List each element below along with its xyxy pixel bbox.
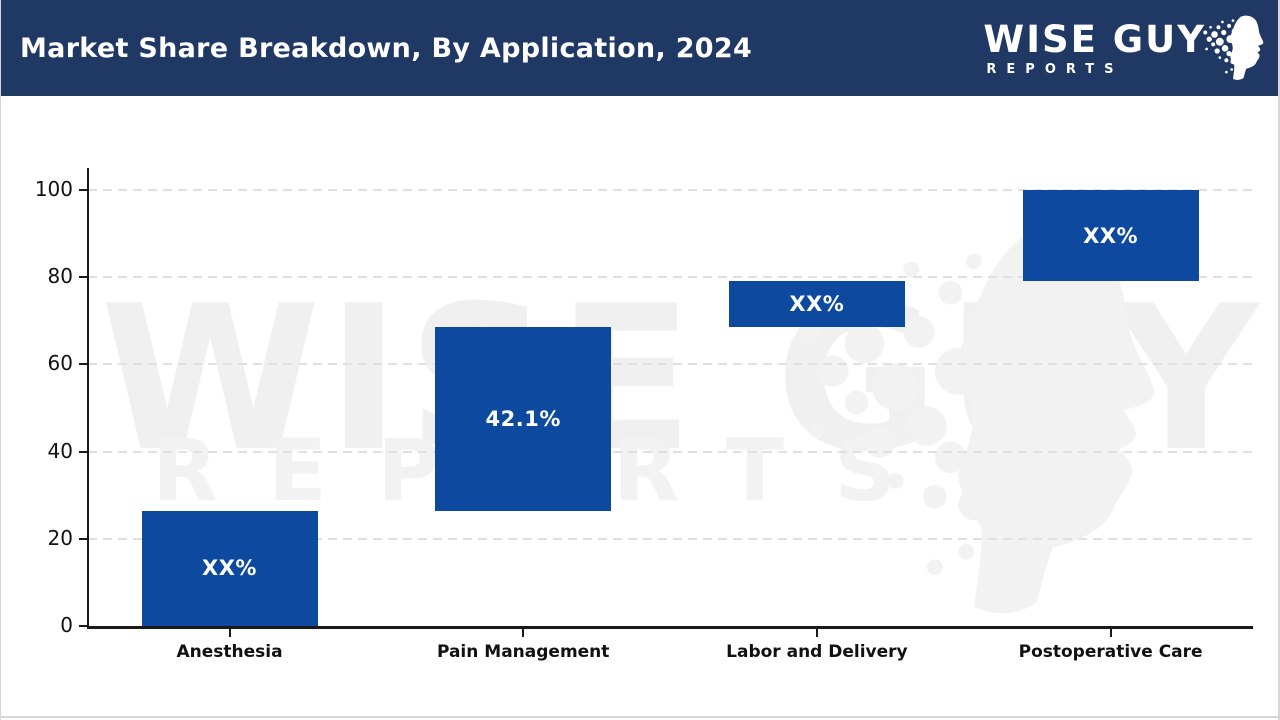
gridline-40 [88,450,1254,453]
chart-area: WISE GUY REPORTS XX%42.1%XX%XX% 02040608… [0,96,1280,720]
x-label-labor-and-delivery: Labor and Delivery [726,642,908,662]
page-title: Market Share Breakdown, By Application, … [20,32,753,64]
y-tick-mark-100 [79,189,87,191]
bar-postoperative-care: XX% [1022,190,1199,282]
y-tick-label-60: 60 [47,351,73,376]
gridline-80 [88,276,1254,279]
y-tick-label-0: 0 [60,613,73,637]
y-tick-label-80: 80 [47,264,73,289]
bar-value-label: XX% [1083,223,1139,248]
bar-value-label: 42.1% [485,407,561,432]
y-tick-mark-60 [79,363,87,366]
y-tick-label-100: 100 [34,177,73,201]
x-tick-mark-1 [522,629,525,637]
x-tick-mark-3 [1109,629,1112,637]
gridline-20 [88,537,1254,540]
y-axis [87,168,89,629]
x-label-anesthesia: Anesthesia [176,642,283,662]
bar-value-label: XX% [202,556,257,581]
brand-text: WISE GUY REPORTS [983,21,1206,77]
gridline-60 [88,363,1254,366]
header: Market Share Breakdown, By Application, … [0,0,1280,96]
x-axis [87,626,1253,629]
x-tick-mark-2 [815,629,818,637]
y-tick-mark-80 [79,276,87,279]
bar-labor-and-delivery: XX% [728,281,905,328]
gridline-100 [88,189,1254,191]
x-label-pain-management: Pain Management [436,642,610,662]
y-tick-label-20: 20 [47,525,73,550]
x-tick-mark-0 [228,629,231,637]
x-label-postoperative-care: Postoperative Care [1018,642,1203,662]
wise-guy-face-icon [1200,7,1266,91]
brand-logo: WISE GUY REPORTS [983,6,1266,92]
brand-name: WISE GUY [983,18,1206,61]
y-tick-mark-0 [79,625,87,627]
y-tick-label-40: 40 [47,438,73,463]
bar-anesthesia: XX% [141,510,318,626]
y-tick-mark-40 [79,450,87,453]
brand-subtitle: REPORTS [986,62,1124,77]
bar-pain-management: 42.1% [435,327,612,511]
y-tick-mark-20 [79,537,87,540]
bar-value-label: XX% [789,292,845,317]
